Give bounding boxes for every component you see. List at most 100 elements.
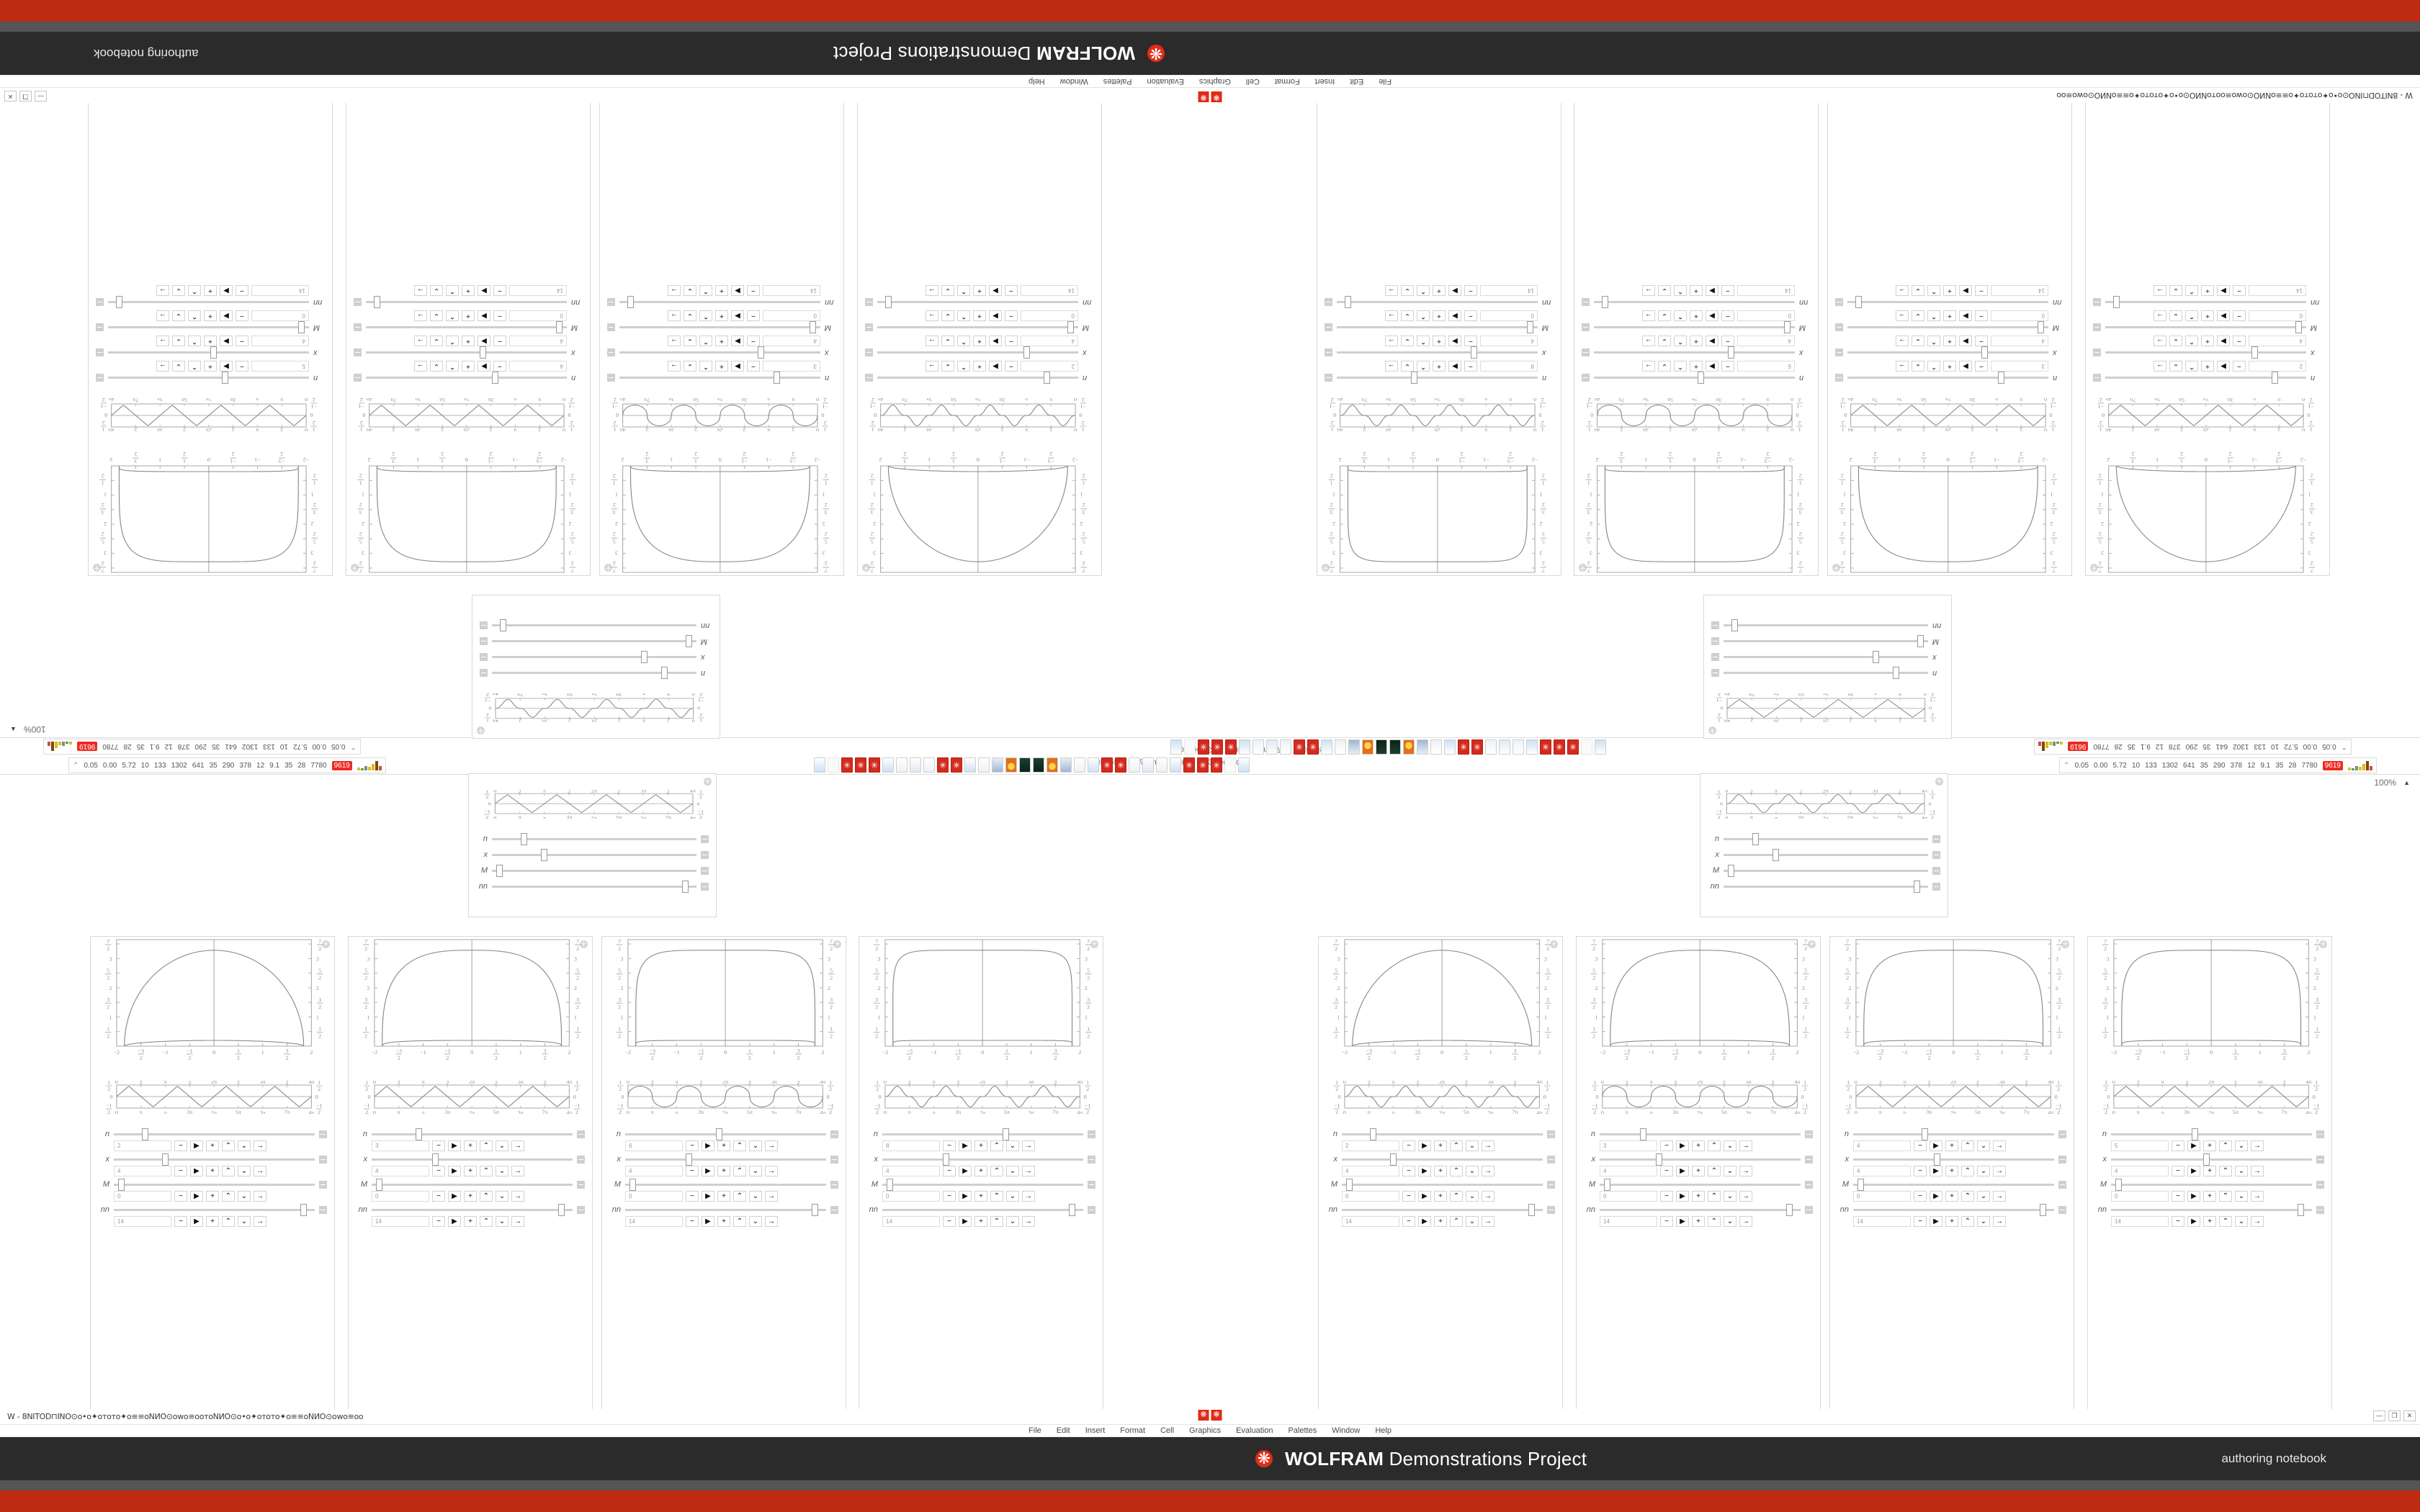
wolfram-icon[interactable]	[1471, 739, 1483, 755]
animator-down-button-x[interactable]: ⌄	[2169, 336, 2182, 346]
slider-thumb-M[interactable]	[1857, 1178, 1864, 1191]
slider-collapse-button-n[interactable]	[96, 374, 104, 382]
paint-icon[interactable]	[951, 757, 962, 773]
slider-thumb-nn[interactable]	[2298, 1203, 2305, 1216]
slider-track-x[interactable]	[619, 346, 820, 359]
value-field-n[interactable]: 3	[1991, 361, 2048, 372]
page-icon[interactable]	[1581, 739, 1592, 755]
slider-track-x[interactable]	[1342, 1153, 1543, 1166]
animator-plus-button-n[interactable]: +	[2201, 361, 2214, 372]
animator-step-fwd-button-x[interactable]: →	[414, 336, 427, 346]
animator-plus-button-x[interactable]: +	[464, 1166, 477, 1176]
menu-item-insert[interactable]: Insert	[1085, 1426, 1106, 1435]
slider-collapse-button-nn[interactable]	[1582, 298, 1590, 307]
slider-thumb-nn[interactable]	[2040, 1203, 2047, 1216]
animator-up-button-nn[interactable]: ⌃	[957, 285, 970, 296]
mini-slider-thumb-M[interactable]	[1727, 864, 1734, 877]
slider-thumb-x[interactable]	[480, 346, 487, 359]
animator-step-fwd-button-n[interactable]: →	[1022, 1140, 1035, 1151]
animator-up-button-nn[interactable]: ⌃	[1708, 1216, 1721, 1227]
animator-up-button-n[interactable]: ⌃	[1961, 1140, 1974, 1151]
wolfram-icon[interactable]	[841, 757, 853, 773]
slider-collapse-button-M[interactable]	[319, 1180, 327, 1189]
animator-down-button-x[interactable]: ⌄	[2235, 1166, 2248, 1176]
animator-plus-button-n[interactable]: +	[204, 361, 217, 372]
animator-play-button-x[interactable]: ▶	[1676, 1166, 1689, 1176]
animator-plus-button-x[interactable]: +	[1690, 336, 1703, 346]
slider-collapse-button-nn[interactable]	[1835, 298, 1843, 307]
animator-step-fwd-button-x[interactable]: →	[1642, 336, 1655, 346]
animator-minus-button-M[interactable]: −	[1005, 310, 1018, 321]
animator-play-button-x[interactable]: ▶	[220, 336, 233, 346]
animator-step-fwd-button-M[interactable]: →	[1482, 1191, 1494, 1202]
animator-step-fwd-button-x[interactable]: →	[156, 336, 169, 346]
wolfram-icon[interactable]	[869, 757, 880, 773]
browser-icon[interactable]	[910, 757, 921, 773]
animator-down-button-x[interactable]: ⌄	[1912, 336, 1924, 346]
animator-step-fwd-button-n[interactable]: →	[156, 361, 169, 372]
animator-minus-button-x[interactable]: −	[686, 1166, 699, 1176]
browser-icon[interactable]	[1499, 739, 1510, 755]
slider-collapse-button-M[interactable]	[1088, 1180, 1095, 1189]
faint-icon[interactable]	[1224, 757, 1236, 773]
animator-down-button-x[interactable]: ⌄	[1401, 336, 1414, 346]
value-field-x[interactable]: 4	[2249, 336, 2306, 346]
animator-step-fwd-button-M[interactable]: →	[414, 310, 427, 321]
value-field-x[interactable]: 4	[1021, 336, 1078, 346]
slider-collapse-button-nn[interactable]	[607, 298, 615, 307]
animator-play-button-nn[interactable]: ▶	[1706, 285, 1718, 296]
value-field-M[interactable]: 0	[1853, 1191, 1911, 1202]
animator-up-button-nn[interactable]: ⌃	[1927, 285, 1940, 296]
slider-collapse-button-x[interactable]	[2058, 1155, 2066, 1164]
animator-plus-button-M[interactable]: +	[204, 310, 217, 321]
animator-step-fwd-button-x[interactable]: →	[1385, 336, 1398, 346]
animator-minus-button-M[interactable]: −	[236, 310, 248, 321]
animator-down-button-n[interactable]: ⌄	[238, 1140, 251, 1151]
animator-minus-button-M[interactable]: −	[943, 1191, 956, 1202]
animator-up-button-x[interactable]: ⌃	[1450, 1166, 1463, 1176]
slider-thumb-n[interactable]	[1410, 372, 1417, 384]
animator-minus-button-nn[interactable]: −	[493, 285, 506, 296]
value-field-nn[interactable]: 14	[763, 285, 820, 296]
panel-8[interactable]: ✛ −2 −3 2 −1 −1 2 0 1 2 1 3 2 2 1 2 1 2 1 1 3 2 3 2 2 2 5 2 5 2 3 3 7 2 7…	[2087, 936, 2332, 1418]
animator-plus-button-M[interactable]: +	[206, 1191, 219, 1202]
mini-slider-thumb-M[interactable]	[496, 864, 503, 877]
slider-track-nn[interactable]	[1853, 1203, 2054, 1216]
animator-play-button-M[interactable]: ▶	[1930, 1191, 1942, 1202]
notepad-icon[interactable]	[896, 757, 908, 773]
paint-icon[interactable]	[1307, 739, 1319, 755]
performance-stat-widget[interactable]: ⌃ 0.05 0.00 5.72 10 133 1302 641 35 290 378 12 9.1 35…	[2034, 739, 2352, 755]
menu-item-window[interactable]: Window	[1059, 77, 1088, 86]
animator-step-fwd-button-nn[interactable]: →	[511, 1216, 524, 1227]
value-field-nn[interactable]: 14	[1600, 1216, 1657, 1227]
value-field-x[interactable]: 4	[1600, 1166, 1657, 1176]
value-field-n[interactable]: 2	[1342, 1140, 1399, 1151]
animator-up-button-M[interactable]: ⌃	[446, 310, 459, 321]
animator-plus-button-x[interactable]: +	[1433, 336, 1446, 346]
slider-collapse-button-x[interactable]	[865, 348, 873, 357]
animator-down-button-M[interactable]: ⌄	[1006, 1191, 1019, 1202]
slider-thumb-M[interactable]	[375, 1178, 382, 1191]
slider-collapse-button-x[interactable]	[2316, 1155, 2324, 1164]
slider-track-M[interactable]	[625, 1178, 826, 1191]
slider-thumb-x[interactable]	[757, 346, 764, 359]
menu-item-cell[interactable]: Cell	[1245, 77, 1260, 86]
value-field-nn[interactable]: 14	[1021, 285, 1078, 296]
animator-minus-button-nn[interactable]: −	[1914, 1216, 1927, 1227]
slider-collapse-button-n[interactable]	[1835, 374, 1843, 382]
animator-plus-button-nn[interactable]: +	[2201, 285, 2214, 296]
value-field-M[interactable]: 0	[372, 1191, 429, 1202]
slider-thumb-nn[interactable]	[1069, 1203, 1076, 1216]
animator-play-button-M[interactable]: ▶	[1448, 310, 1461, 321]
animator-minus-button-x[interactable]: −	[2233, 336, 2246, 346]
slider-track-nn[interactable]	[372, 1203, 573, 1216]
save-icon[interactable]	[1348, 739, 1360, 755]
animator-step-fwd-button-n[interactable]: →	[254, 1140, 266, 1151]
animator-play-button-n[interactable]: ▶	[1676, 1140, 1689, 1151]
panel-2[interactable]: ✛ −2 −3 2 −1 −1 2 0 1 2 1 3 2 2 1 2 1 2 1 1 3 2 3 2 2 2 5 2 5 2 3 3 7 2 7…	[348, 936, 593, 1418]
slider-track-n[interactable]	[114, 1128, 315, 1140]
value-field-x[interactable]: 4	[882, 1166, 940, 1176]
slider-collapse-button-nn[interactable]	[1325, 298, 1332, 307]
animator-plus-button-n[interactable]: +	[1945, 1140, 1958, 1151]
slider-track-nn[interactable]	[2111, 1203, 2312, 1216]
